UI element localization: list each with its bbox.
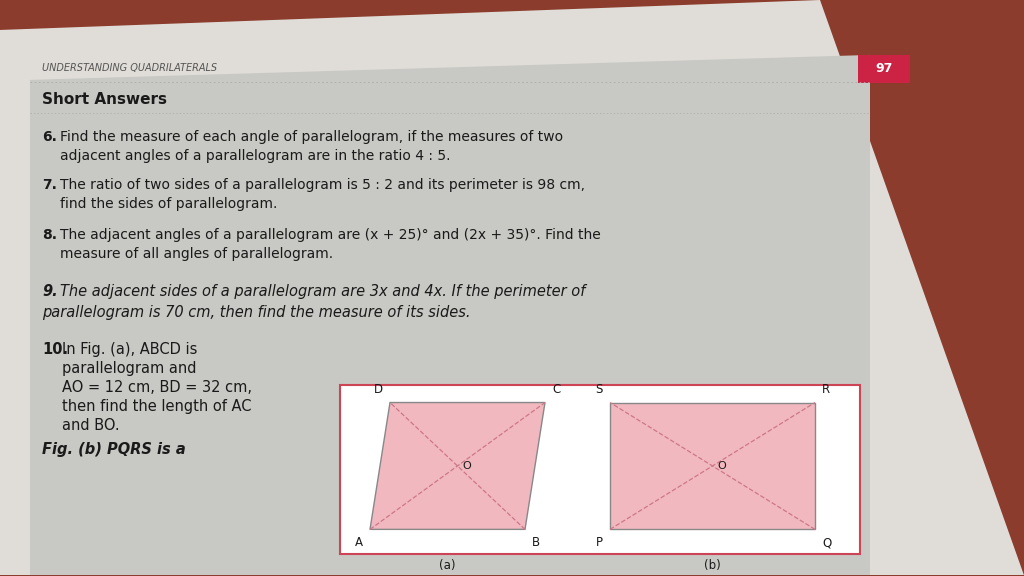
- Text: Fig. (b) PQRS is a: Fig. (b) PQRS is a: [42, 442, 185, 457]
- Text: Short Answers: Short Answers: [42, 92, 167, 107]
- Text: parallelogram and: parallelogram and: [62, 361, 197, 376]
- Text: 6.: 6.: [42, 130, 57, 144]
- Text: adjacent angles of a parallelogram are in the ratio 4 : 5.: adjacent angles of a parallelogram are i…: [60, 149, 451, 163]
- Polygon shape: [370, 403, 545, 529]
- Polygon shape: [610, 403, 815, 529]
- Text: O: O: [718, 461, 726, 471]
- Text: R: R: [822, 382, 830, 396]
- Text: measure of all angles of parallelogram.: measure of all angles of parallelogram.: [60, 247, 333, 261]
- Text: Find the measure of each angle of parallelogram, if the measures of two: Find the measure of each angle of parall…: [60, 130, 563, 144]
- Text: 8.: 8.: [42, 228, 57, 242]
- Text: O: O: [463, 461, 471, 471]
- Text: and BO.: and BO.: [62, 418, 120, 433]
- Text: Q: Q: [822, 536, 831, 550]
- Text: (a): (a): [439, 559, 456, 573]
- Text: C: C: [552, 382, 560, 396]
- Text: 7.: 7.: [42, 178, 57, 192]
- Text: 10.: 10.: [42, 342, 69, 357]
- Text: A: A: [355, 536, 362, 550]
- Text: S: S: [596, 382, 603, 396]
- Text: The adjacent angles of a parallelogram are (x + 25)° and (2x + 35)°. Find the: The adjacent angles of a parallelogram a…: [60, 228, 601, 242]
- Text: parallelogram is 70 cm, then find the measure of its sides.: parallelogram is 70 cm, then find the me…: [42, 305, 470, 320]
- Text: The adjacent sides of a parallelogram are 3x and 4x. If the perimeter of: The adjacent sides of a parallelogram ar…: [60, 283, 586, 299]
- Text: B: B: [532, 536, 540, 550]
- Text: The ratio of two sides of a parallelogram is 5 : 2 and its perimeter is 98 cm,: The ratio of two sides of a parallelogra…: [60, 178, 585, 192]
- Text: 9.: 9.: [42, 283, 57, 299]
- Text: AO = 12 cm, BD = 32 cm,: AO = 12 cm, BD = 32 cm,: [62, 380, 252, 395]
- Text: UNDERSTANDING QUADRILATERALS: UNDERSTANDING QUADRILATERALS: [42, 63, 217, 73]
- Text: then find the length of AC: then find the length of AC: [62, 399, 252, 414]
- Text: P: P: [596, 536, 603, 550]
- FancyBboxPatch shape: [858, 55, 910, 83]
- Bar: [340, 385, 860, 554]
- Text: In Fig. (a), ABCD is: In Fig. (a), ABCD is: [62, 342, 198, 357]
- Text: (b): (b): [705, 559, 721, 573]
- Polygon shape: [30, 55, 870, 575]
- Text: find the sides of parallelogram.: find the sides of parallelogram.: [60, 197, 278, 211]
- Text: D: D: [374, 382, 383, 396]
- Text: 97: 97: [876, 62, 893, 75]
